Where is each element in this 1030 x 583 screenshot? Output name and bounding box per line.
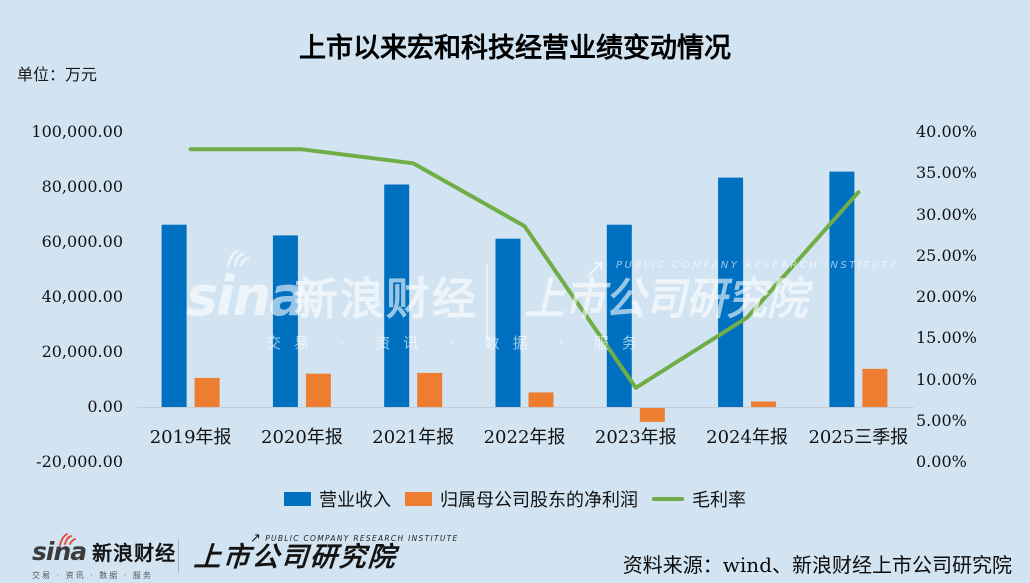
revenue-bar-2020年报 (272, 235, 298, 407)
x-axis-label-2021年报: 2021年报 (372, 427, 455, 448)
legend-label: 营业收入 (319, 490, 391, 511)
institute-name: 上市公司研究院 (192, 542, 399, 573)
net-profit-bar-2020年报 (305, 373, 331, 407)
legend-item-revenue: 营业收入 (284, 486, 391, 512)
sina-wordmark: sina (32, 537, 87, 566)
x-axis-label-2020年报: 2020年报 (261, 427, 343, 448)
net-profit-bar-2022年报 (528, 392, 554, 407)
left-axis-tick: -20,000.00 (36, 452, 123, 471)
net-profit-bar-2019年报 (194, 377, 220, 407)
legend-square-marker-icon (405, 492, 432, 506)
revenue-bar-2019年报 (161, 224, 187, 407)
sina-flame-icon (58, 531, 76, 550)
left-axis-tick: 40,000.00 (41, 287, 123, 306)
net-profit-bar-2021年报 (417, 372, 443, 407)
institute-caption: ↗ PUBLIC COMPANY RESEARCH INSTITUTE (250, 530, 459, 546)
legend-label: 归属母公司股东的净利润 (440, 490, 638, 511)
legend-label: 毛利率 (692, 490, 746, 511)
legend-item-gross-margin: 毛利率 (652, 486, 746, 512)
left-axis-tick: 100,000.00 (31, 122, 123, 141)
footer-sina-logo: sina 新浪财经 交易 · 资讯 · 数据 · 服务 (32, 533, 182, 581)
left-axis-tick: 0.00 (87, 397, 123, 416)
data-source-text: 资料来源：wind、新浪财经上市公司研究院 (622, 553, 1012, 577)
x-axis-label-2022年报: 2022年报 (483, 427, 566, 448)
net-profit-bar-2025三季报 (862, 368, 888, 407)
legend-square-marker-icon (284, 492, 311, 506)
right-axis-tick: 30.00% (916, 204, 978, 224)
x-axis-label-2019年报: 2019年报 (149, 427, 232, 448)
right-axis-tick: 15.00% (916, 328, 978, 348)
sina-tagline: 交易 · 资讯 · 数据 · 服务 (32, 571, 153, 580)
right-axis-tick: 35.00% (916, 163, 978, 183)
net-profit-bar-2024年报 (751, 401, 777, 407)
legend-item-net-profit: 归属母公司股东的净利润 (405, 486, 638, 512)
footer: sina 新浪财经 交易 · 资讯 · 数据 · 服务 ↗ PUBLIC COM… (0, 530, 1030, 583)
axis-unit-label: 单位：万元 (17, 65, 98, 84)
gross-margin-line (188, 147, 861, 390)
footer-institute-logo: ↗ PUBLIC COMPANY RESEARCH INSTITUTE 上市公司… (192, 530, 459, 573)
right-axis-tick: 20.00% (916, 287, 978, 306)
right-axis-tick: 25.00% (916, 245, 978, 265)
institute-caption-text: PUBLIC COMPANY RESEARCH INSTITUTE (265, 534, 459, 543)
legend-line-marker-icon (652, 497, 684, 501)
revenue-bar-2021年报 (384, 184, 410, 407)
x-axis-label-2025三季报: 2025三季报 (808, 427, 909, 448)
revenue-bar-2022年报 (495, 238, 521, 407)
x-axis-label-2024年报: 2024年报 (706, 427, 788, 448)
institute-arrow-icon: ↗ (250, 530, 263, 546)
left-axis-tick: 80,000.00 (41, 177, 123, 196)
right-axis-tick: 40.00% (916, 122, 978, 141)
x-axis-label-2023年报: 2023年报 (594, 427, 677, 448)
footer-divider (178, 539, 179, 573)
right-axis-tick: 5.00% (916, 410, 967, 430)
right-axis-tick: 0.00% (916, 452, 967, 471)
revenue-bar-2025三季报 (829, 171, 855, 407)
right-axis-tick: 10.00% (916, 369, 978, 389)
chart-title: 上市以来宏和科技经营业绩变动情况 (299, 33, 731, 64)
revenue-bar-2024年报 (718, 177, 744, 407)
sina-brand-text: 新浪财经 (92, 541, 177, 565)
left-axis-tick: 20,000.00 (41, 342, 123, 361)
chart-legend: 营业收入 归属母公司股东的净利润 毛利率 (0, 486, 1030, 512)
left-axis-tick: 60,000.00 (41, 232, 123, 251)
net-profit-bar-2023年报 (639, 407, 665, 422)
